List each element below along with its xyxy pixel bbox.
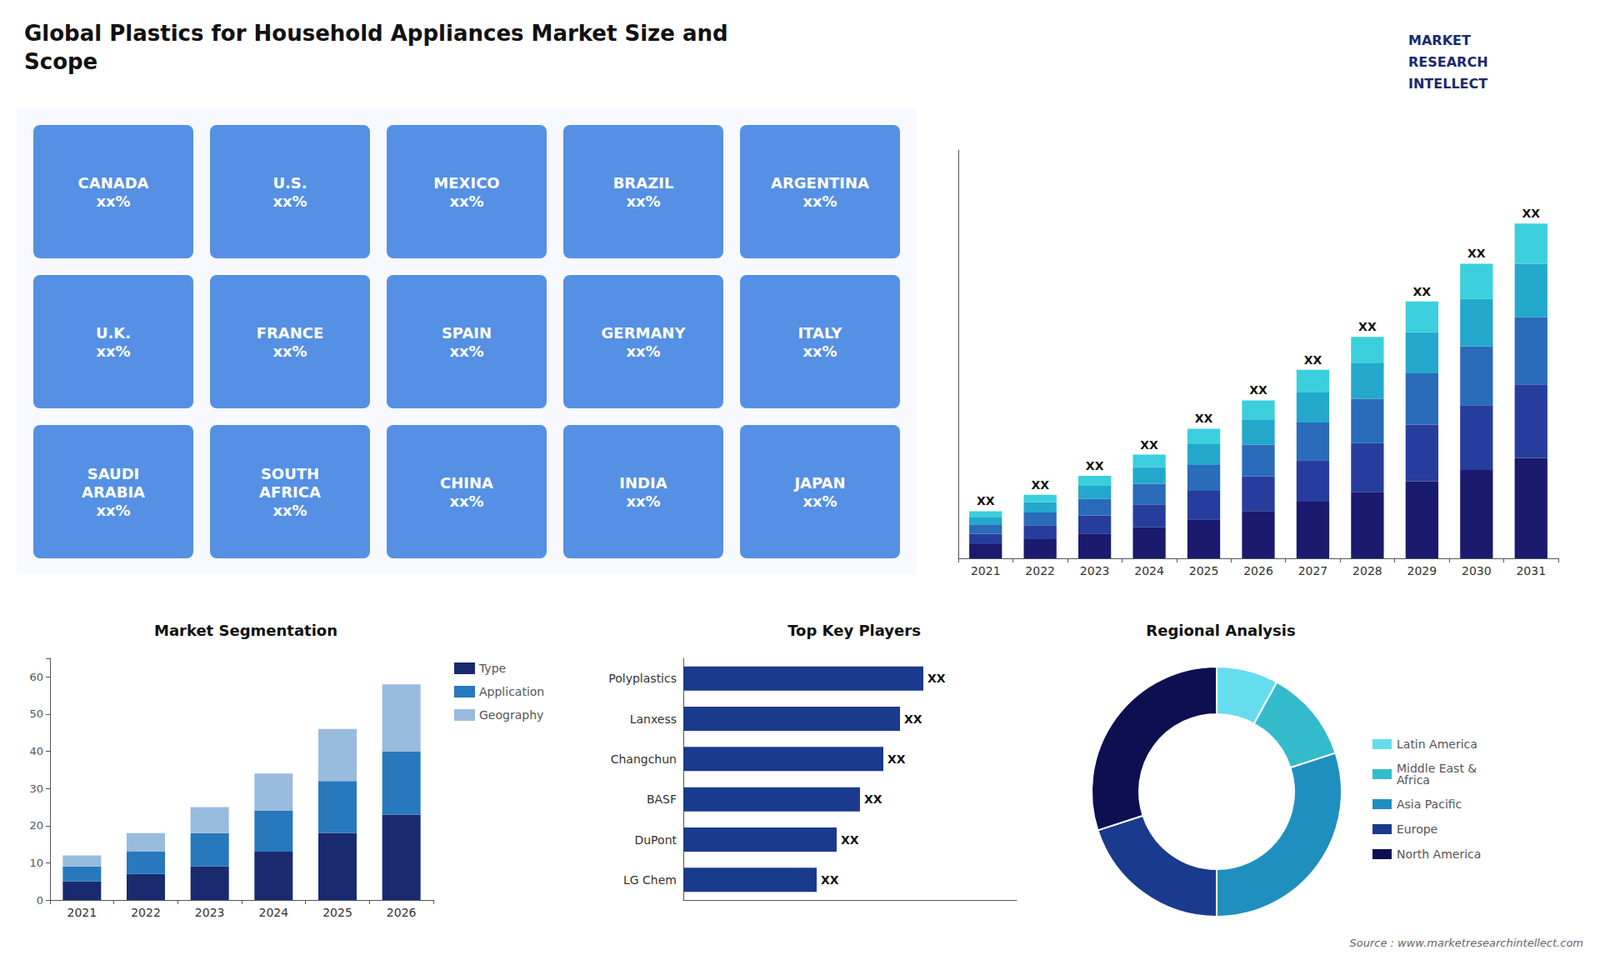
svg-text:2023: 2023: [1080, 564, 1110, 578]
svg-text:ARABIA: ARABIA: [81, 483, 145, 501]
svg-text:CANADA: CANADA: [77, 174, 149, 192]
svg-text:FRANCE: FRANCE: [256, 324, 325, 342]
svg-text:Latin America: Latin America: [1396, 737, 1478, 751]
svg-text:2021: 2021: [67, 905, 98, 920]
svg-text:Scope: Scope: [24, 49, 98, 75]
svg-text:10: 10: [29, 856, 44, 870]
svg-text:2026: 2026: [386, 905, 417, 920]
svg-text:0: 0: [36, 894, 44, 907]
svg-text:xx%: xx%: [95, 501, 130, 520]
svg-text:Regional Analysis: Regional Analysis: [1145, 621, 1295, 640]
svg-text:50: 50: [29, 707, 44, 720]
svg-text:ITALY: ITALY: [797, 324, 843, 342]
svg-text:2025: 2025: [322, 905, 353, 920]
svg-text:BASF: BASF: [646, 792, 677, 806]
svg-text:2023: 2023: [195, 905, 225, 920]
svg-text:XX: XX: [1030, 478, 1050, 492]
svg-text:xx%: xx%: [802, 342, 837, 360]
svg-text:2024: 2024: [1134, 564, 1165, 578]
svg-text:AFRICA: AFRICA: [259, 483, 321, 501]
svg-text:XX: XX: [1521, 206, 1540, 220]
svg-text:XX: XX: [840, 833, 860, 847]
svg-text:XX: XX: [1413, 285, 1432, 299]
svg-text:JAPAN: JAPAN: [792, 474, 845, 492]
svg-text:DuPont: DuPont: [634, 833, 677, 847]
svg-text:40: 40: [29, 745, 44, 758]
svg-text:2025: 2025: [1189, 564, 1220, 578]
svg-text:xx%: xx%: [625, 342, 660, 360]
svg-text:xx%: xx%: [802, 192, 837, 210]
svg-text:xx%: xx%: [625, 192, 660, 210]
svg-text:XX: XX: [1249, 383, 1268, 397]
svg-text:Changchun: Changchun: [610, 752, 677, 766]
svg-text:MEXICO: MEXICO: [433, 174, 500, 192]
svg-text:LG Chem: LG Chem: [623, 873, 677, 887]
svg-text:XX: XX: [820, 873, 840, 887]
svg-text:SAUDI: SAUDI: [87, 465, 140, 483]
svg-text:U.K.: U.K.: [95, 324, 131, 342]
svg-text:xx%: xx%: [95, 342, 130, 360]
svg-text:2024: 2024: [259, 905, 290, 920]
svg-text:2022: 2022: [130, 905, 161, 920]
svg-text:RESEARCH: RESEARCH: [1408, 54, 1489, 70]
svg-text:Source : www.marketresearchint: Source : www.marketresearchintellect.com: [1350, 936, 1585, 950]
svg-text:Global Plastics for Household: Global Plastics for Household Appliances…: [24, 20, 729, 46]
svg-text:xx%: xx%: [449, 192, 484, 210]
svg-text:Market Segmentation: Market Segmentation: [154, 621, 338, 640]
svg-text:Top Key Players: Top Key Players: [787, 621, 921, 640]
svg-text:Lanxess: Lanxess: [630, 712, 677, 726]
svg-text:INTELLECT: INTELLECT: [1408, 75, 1488, 92]
svg-text:INDIA: INDIA: [619, 474, 667, 492]
svg-text:xx%: xx%: [272, 342, 307, 360]
svg-text:Polyplastics: Polyplastics: [608, 671, 677, 685]
svg-text:20: 20: [29, 819, 44, 832]
svg-text:ARGENTINA: ARGENTINA: [770, 174, 870, 192]
svg-text:North America: North America: [1396, 847, 1481, 861]
svg-text:xx%: xx%: [449, 342, 484, 360]
svg-text:xx%: xx%: [625, 492, 660, 510]
svg-text:60: 60: [29, 670, 44, 684]
svg-text:Application: Application: [479, 685, 545, 699]
svg-text:2026: 2026: [1243, 564, 1274, 578]
svg-text:30: 30: [29, 782, 44, 795]
svg-text:SPAIN: SPAIN: [441, 324, 492, 342]
svg-text:U.S.: U.S.: [272, 174, 307, 192]
svg-text:2021: 2021: [970, 564, 1001, 578]
svg-text:GERMANY: GERMANY: [601, 324, 687, 342]
svg-text:XX: XX: [904, 712, 923, 726]
svg-text:SOUTH: SOUTH: [260, 465, 320, 483]
svg-text:Type: Type: [478, 661, 506, 675]
svg-text:2028: 2028: [1352, 564, 1383, 578]
svg-text:XX: XX: [1304, 353, 1323, 367]
svg-text:2027: 2027: [1298, 564, 1329, 578]
svg-text:xx%: xx%: [272, 192, 307, 210]
svg-text:Asia Pacific: Asia Pacific: [1396, 797, 1462, 811]
svg-text:XX: XX: [1467, 246, 1486, 260]
svg-text:CHINA: CHINA: [440, 474, 494, 492]
svg-text:Middle East &: Middle East &: [1396, 761, 1477, 775]
svg-text:Geography: Geography: [479, 708, 544, 722]
svg-text:BRAZIL: BRAZIL: [613, 174, 675, 192]
svg-text:xx%: xx%: [802, 492, 837, 510]
svg-text:XX: XX: [1085, 459, 1105, 473]
svg-text:2022: 2022: [1025, 564, 1055, 578]
svg-text:XX: XX: [887, 752, 906, 766]
svg-text:MARKET: MARKET: [1408, 32, 1471, 49]
svg-text:2031: 2031: [1515, 564, 1546, 578]
svg-text:xx%: xx%: [449, 492, 484, 510]
svg-text:xx%: xx%: [95, 192, 130, 210]
svg-text:XX: XX: [1195, 411, 1214, 425]
svg-text:xx%: xx%: [272, 501, 307, 520]
svg-text:XX: XX: [864, 792, 883, 806]
svg-text:XX: XX: [1140, 438, 1159, 452]
svg-text:XX: XX: [927, 671, 946, 685]
svg-text:2030: 2030: [1461, 564, 1492, 578]
svg-text:Europe: Europe: [1396, 822, 1438, 836]
svg-text:XX: XX: [976, 494, 995, 508]
svg-text:Africa: Africa: [1396, 773, 1430, 787]
svg-text:XX: XX: [1358, 320, 1377, 334]
svg-text:2029: 2029: [1407, 564, 1438, 578]
